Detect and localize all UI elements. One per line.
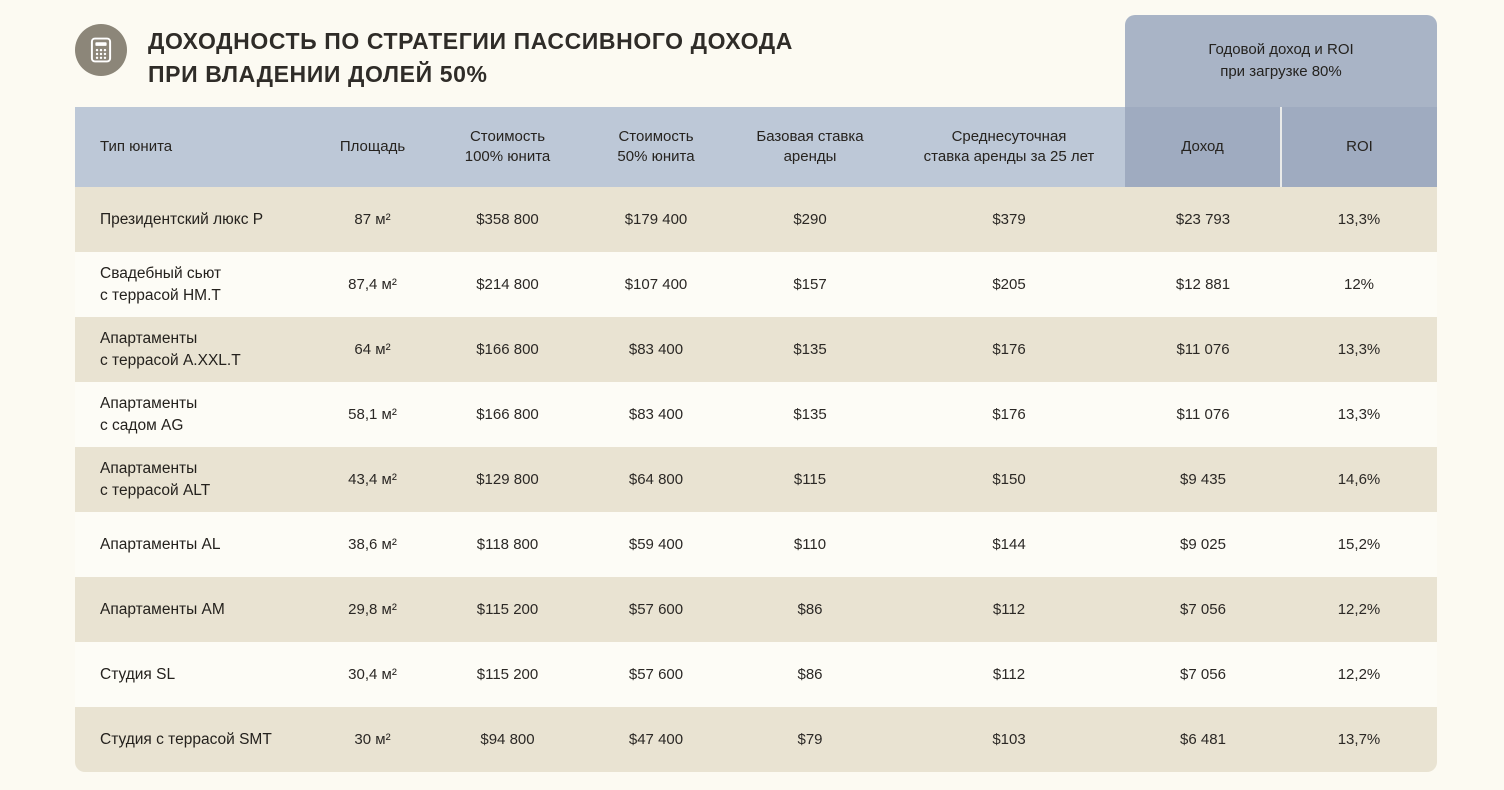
cell-avg-rate: $144 (893, 512, 1125, 577)
cell-area: 43,4 м² (315, 447, 430, 512)
cell-area: 58,1 м² (315, 382, 430, 447)
cell-income: $9 435 (1125, 447, 1281, 512)
cell-income: $11 076 (1125, 382, 1281, 447)
cell-roi: 12% (1281, 252, 1437, 317)
table-header: Тип юнита Площадь Стоимость 100% юнита С… (75, 107, 1437, 187)
cell-avg-rate: $176 (893, 382, 1125, 447)
cell-price-50: $83 400 (585, 382, 727, 447)
cell-price-50: $47 400 (585, 707, 727, 772)
table-row: Апартаменты с садом AG 58,1 м² $166 800 $83… (75, 382, 1437, 447)
table-row: Свадебный сьют с террасой HM.T 87,4 м² $21… (75, 252, 1437, 317)
cell-area: 87 м² (315, 187, 430, 252)
cell-unit-type: Апартаменты с террасой ALT (75, 447, 315, 512)
cell-base-rate: $157 (727, 252, 893, 317)
cell-avg-rate: $205 (893, 252, 1125, 317)
cell-avg-rate: $150 (893, 447, 1125, 512)
cell-price-100: $115 200 (430, 642, 585, 707)
table-row: Апартаменты AL 38,6 м² $118 800 $59 400 $110… (75, 512, 1437, 577)
cell-price-100: $166 800 (430, 317, 585, 382)
cell-avg-rate: $176 (893, 317, 1125, 382)
data-table: Тип юнита Площадь Стоимость 100% юнита С… (75, 107, 1437, 772)
table-row: Апартаменты с террасой ALT 43,4 м² $129 80… (75, 447, 1437, 512)
cell-unit-type: Свадебный сьют с террасой HM.T (75, 252, 315, 317)
col-header-income: Доход (1125, 107, 1281, 187)
cell-area: 64 м² (315, 317, 430, 382)
cell-avg-rate: $112 (893, 577, 1125, 642)
table-row: Апартаменты AM 29,8 м² $115 200 $57 600 $86 $… (75, 577, 1437, 642)
cell-base-rate: $86 (727, 642, 893, 707)
cell-price-100: $166 800 (430, 382, 585, 447)
cell-base-rate: $86 (727, 577, 893, 642)
cell-roi: 13,3% (1281, 382, 1437, 447)
cell-price-50: $64 800 (585, 447, 727, 512)
cell-price-50: $179 400 (585, 187, 727, 252)
cell-price-100: $118 800 (430, 512, 585, 577)
calculator-icon (75, 24, 127, 76)
col-header-roi: ROI (1280, 107, 1437, 187)
col-header-area: Площадь (315, 107, 430, 187)
profitability-table: Тип юнита Площадь Стоимость 100% юнита С… (75, 107, 1437, 772)
col-header-unit-type: Тип юнита (75, 107, 315, 187)
cell-area: 29,8 м² (315, 577, 430, 642)
page-header: ДОХОДНОСТЬ ПО СТРАТЕГИИ ПАССИВНОГО ДОХОД… (75, 24, 793, 90)
cell-price-100: $115 200 (430, 577, 585, 642)
cell-income: $12 881 (1125, 252, 1281, 317)
cell-area: 38,6 м² (315, 512, 430, 577)
cell-roi: 13,3% (1281, 317, 1437, 382)
page-title: ДОХОДНОСТЬ ПО СТРАТЕГИИ ПАССИВНОГО ДОХОД… (148, 28, 793, 87)
cell-income: $9 025 (1125, 512, 1281, 577)
cell-price-50: $57 600 (585, 577, 727, 642)
table-body: Президентский люкс P 87 м² $358 800 $179 40… (75, 187, 1437, 772)
cell-income: $11 076 (1125, 317, 1281, 382)
col-header-avg-rate: Среднесуточная ставка аренды за 25 лет (893, 107, 1125, 187)
cell-price-100: $129 800 (430, 447, 585, 512)
cell-roi: 12,2% (1281, 642, 1437, 707)
col-header-price-100: Стоимость 100% юнита (430, 107, 585, 187)
cell-base-rate: $110 (727, 512, 893, 577)
cell-avg-rate: $379 (893, 187, 1125, 252)
cell-avg-rate: $103 (893, 707, 1125, 772)
col-header-base-rate: Базовая ставка аренды (727, 107, 893, 187)
cell-unit-type: Апартаменты AM (75, 577, 315, 642)
cell-unit-type: Апартаменты AL (75, 512, 315, 577)
cell-base-rate: $290 (727, 187, 893, 252)
cell-area: 87,4 м² (315, 252, 430, 317)
annotation-badge: Годовой доход и ROI при загрузке 80% (1125, 15, 1437, 107)
table-row: Апартаменты с террасой A.XXL.T 64 м² $166 … (75, 317, 1437, 382)
cell-price-50: $107 400 (585, 252, 727, 317)
cell-unit-type: Студия SL (75, 642, 315, 707)
cell-roi: 12,2% (1281, 577, 1437, 642)
table-row: Студия SL 30,4 м² $115 200 $57 600 $86 $112 $7… (75, 642, 1437, 707)
cell-unit-type: Президентский люкс P (75, 187, 315, 252)
cell-price-50: $83 400 (585, 317, 727, 382)
cell-roi: 15,2% (1281, 512, 1437, 577)
cell-base-rate: $115 (727, 447, 893, 512)
cell-price-100: $214 800 (430, 252, 585, 317)
cell-base-rate: $79 (727, 707, 893, 772)
cell-roi: 13,7% (1281, 707, 1437, 772)
cell-roi: 13,3% (1281, 187, 1437, 252)
cell-unit-type: Студия с террасой SMT (75, 707, 315, 772)
cell-unit-type: Апартаменты с террасой A.XXL.T (75, 317, 315, 382)
cell-unit-type: Апартаменты с садом AG (75, 382, 315, 447)
cell-area: 30 м² (315, 707, 430, 772)
cell-roi: 14,6% (1281, 447, 1437, 512)
cell-price-50: $59 400 (585, 512, 727, 577)
table-row: Студия с террасой SMT 30 м² $94 800 $47 400… (75, 707, 1437, 772)
cell-avg-rate: $112 (893, 642, 1125, 707)
cell-base-rate: $135 (727, 382, 893, 447)
cell-income: $23 793 (1125, 187, 1281, 252)
cell-income: $7 056 (1125, 642, 1281, 707)
col-header-price-50: Стоимость 50% юнита (585, 107, 727, 187)
cell-area: 30,4 м² (315, 642, 430, 707)
cell-base-rate: $135 (727, 317, 893, 382)
table-row: Президентский люкс P 87 м² $358 800 $179 40… (75, 187, 1437, 252)
cell-price-100: $358 800 (430, 187, 585, 252)
cell-price-100: $94 800 (430, 707, 585, 772)
cell-income: $6 481 (1125, 707, 1281, 772)
cell-price-50: $57 600 (585, 642, 727, 707)
cell-income: $7 056 (1125, 577, 1281, 642)
